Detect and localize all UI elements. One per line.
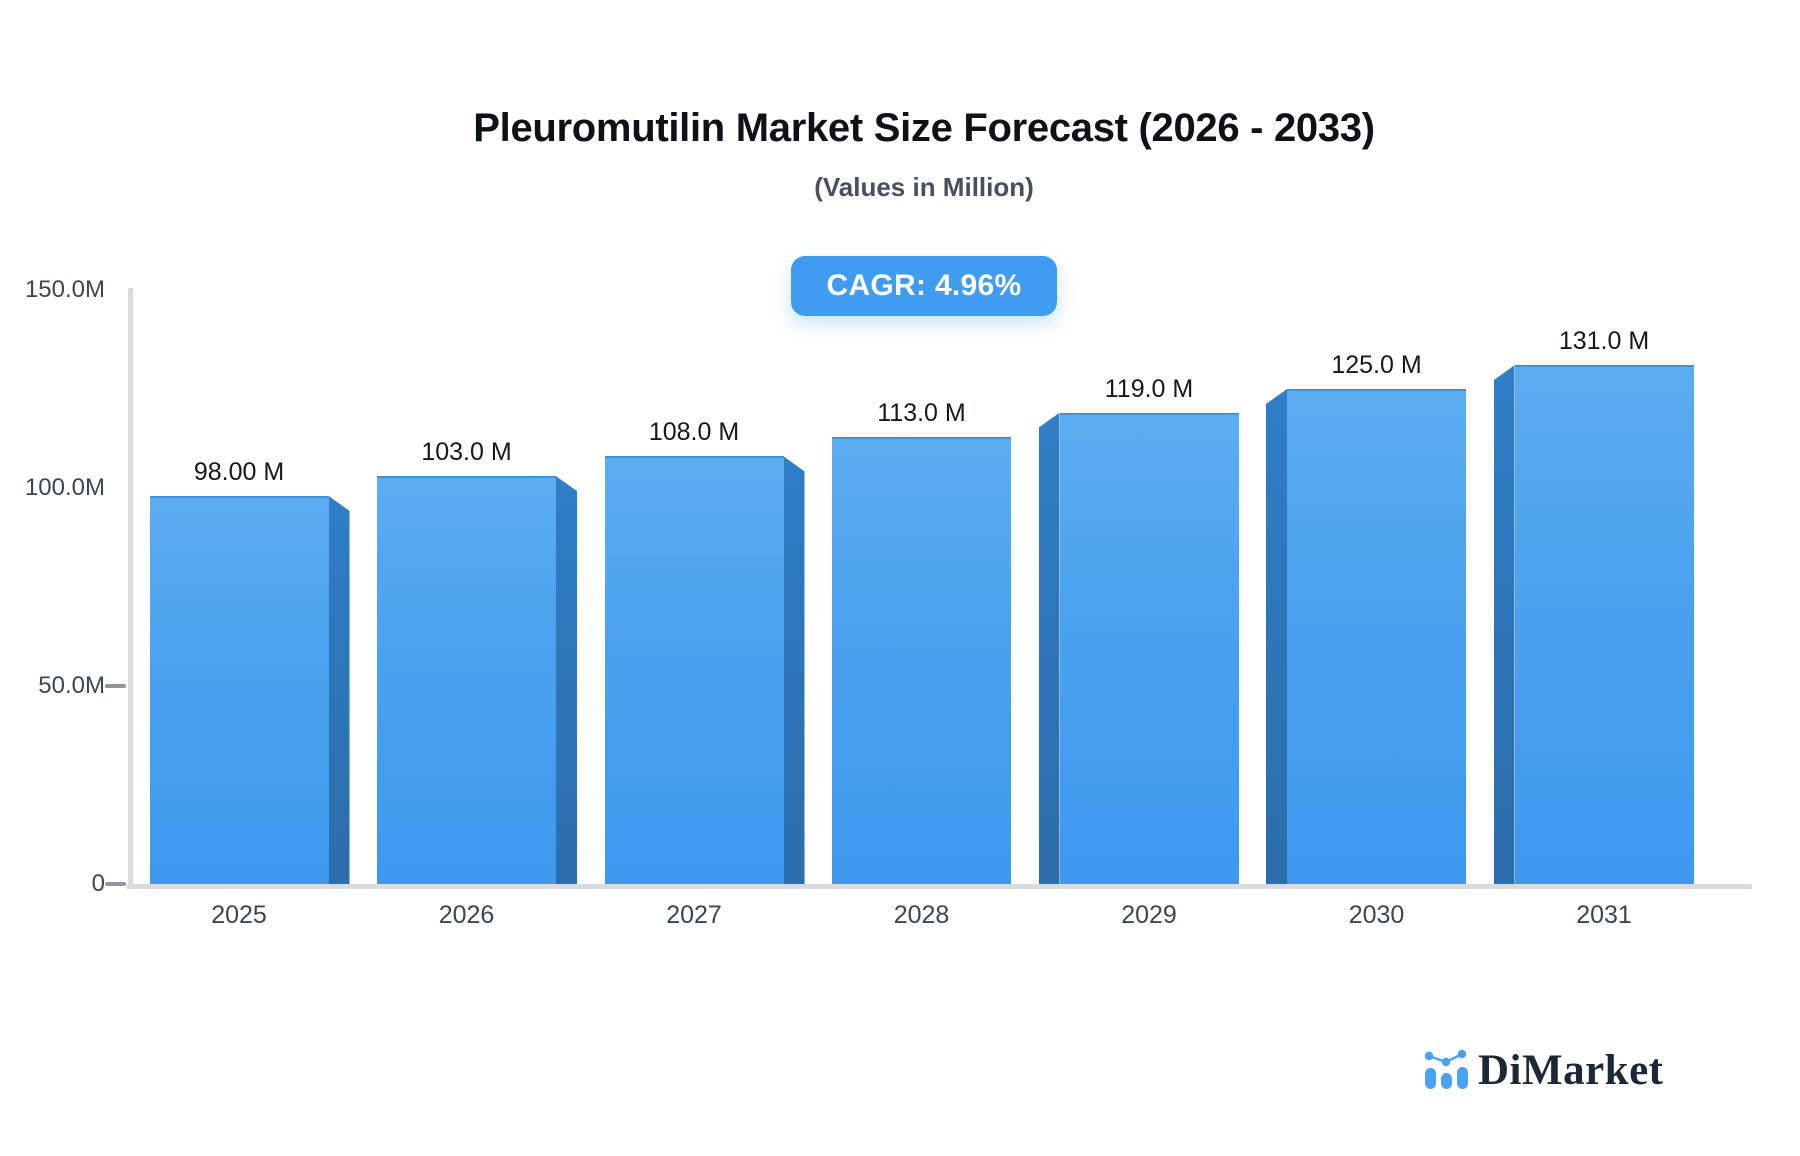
y-axis-label: 50.0M bbox=[38, 672, 105, 699]
cagr-badge-wrap: CAGR: 4.96% bbox=[48, 256, 1800, 316]
y-axis-label: 150.0M bbox=[24, 276, 105, 303]
bar-value-label: 108.0 M bbox=[648, 418, 740, 447]
cagr-badge: CAGR: 4.96% bbox=[791, 256, 1057, 316]
x-axis-label: 2025 bbox=[211, 901, 267, 929]
bar-value-label: 125.0 M bbox=[1331, 351, 1422, 379]
y-axis-label: 0 bbox=[91, 870, 105, 897]
bar-3d-side bbox=[1266, 389, 1287, 884]
bar-3d-side bbox=[1038, 412, 1060, 884]
x-axis-label: 2030 bbox=[1348, 901, 1405, 929]
bar-value-label: 113.0 M bbox=[877, 398, 966, 427]
y-axis-tick bbox=[105, 684, 126, 688]
bar-3d-side bbox=[328, 495, 350, 884]
bar-2029 bbox=[1059, 412, 1239, 884]
x-axis-label: 2029 bbox=[1121, 901, 1177, 929]
bar-value-label: 103.0 M bbox=[421, 438, 512, 467]
bar-2031 bbox=[1514, 365, 1694, 884]
y-axis-line bbox=[128, 288, 133, 887]
y-axis-tick bbox=[105, 882, 126, 886]
bar-value-label: 119.0 M bbox=[1104, 374, 1194, 403]
x-axis-label: 2026 bbox=[438, 901, 495, 929]
bar-2030 bbox=[1287, 389, 1466, 884]
x-axis-label: 2027 bbox=[666, 901, 722, 929]
chart-subtitle: (Values in Million) bbox=[814, 172, 1034, 202]
y-axis-label: 100.0M bbox=[24, 474, 105, 501]
bar-2027 bbox=[604, 456, 784, 884]
bar-3d-side bbox=[783, 456, 805, 884]
bar-3d-side bbox=[1493, 365, 1515, 884]
brand-name: DiMarket bbox=[1478, 1047, 1664, 1094]
x-axis-label: 2031 bbox=[1576, 901, 1632, 929]
bar-line-chart-icon bbox=[1424, 1049, 1468, 1089]
bar-2026 bbox=[377, 476, 556, 884]
bar-2025 bbox=[149, 495, 329, 884]
bar-3d-side bbox=[556, 476, 577, 884]
bar-value-label: 98.00 M bbox=[193, 457, 285, 486]
bar-value-label: 131.0 M bbox=[1558, 327, 1650, 356]
x-axis-label: 2028 bbox=[893, 901, 950, 929]
chart-title: Pleuromutilin Market Size Forecast (2026… bbox=[473, 106, 1375, 150]
bar-2028 bbox=[832, 436, 1011, 884]
x-axis-baseline bbox=[126, 884, 1752, 889]
